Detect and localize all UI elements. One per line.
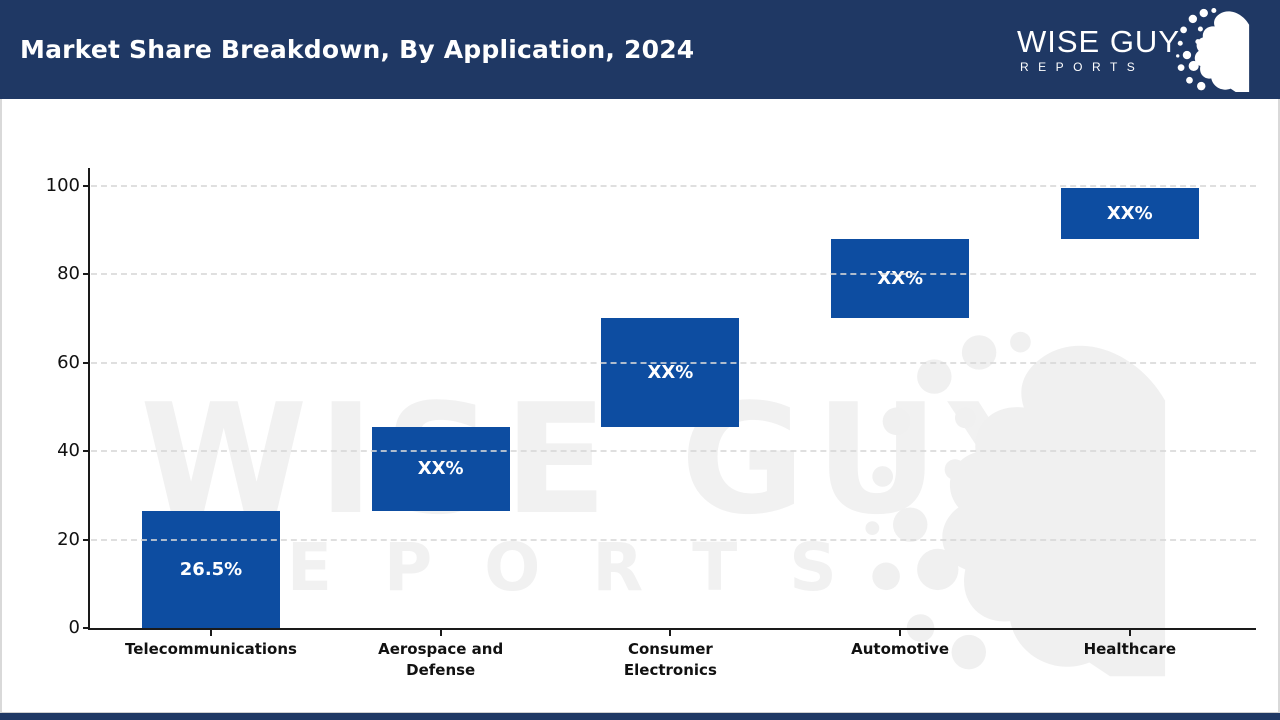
bar-aerospace-and-defense: XX% — [371, 426, 510, 511]
gridline-60 — [91, 361, 1256, 364]
y-tick-100 — [83, 184, 90, 187]
wise-guy-reports-logo: WISE GUY REPORTS — [1017, 7, 1252, 92]
y-tick-label-80: 80 — [57, 263, 80, 284]
watermark-subtitle: REPORTS — [184, 529, 889, 606]
y-tick-label-20: 20 — [57, 528, 80, 550]
logo-subtitle: REPORTS — [1019, 60, 1145, 74]
bar-automotive: XX% — [831, 238, 970, 319]
footer-bar — [0, 713, 1280, 720]
x-tick-4 — [1128, 630, 1131, 636]
y-tick-0 — [83, 627, 90, 629]
bar-telecommunications: 26.5% — [142, 510, 280, 628]
bar-value-label: XX% — [417, 458, 464, 480]
logo-wordmark: WISE GUY — [1016, 24, 1180, 59]
bar-consumer-electronics: XX% — [601, 318, 740, 427]
x-category-label-0: Telecommunications — [125, 640, 297, 658]
bar-value-label: XX% — [877, 267, 923, 289]
x-tick-0 — [210, 630, 212, 636]
x-category-label-4: Healthcare — [1083, 640, 1177, 658]
y-tick-label-40: 40 — [57, 440, 80, 461]
x-category-label-1: Aerospace and Defense — [378, 640, 504, 679]
x-category-label-3: Automotive — [851, 640, 950, 658]
gridline-20 — [91, 538, 1256, 541]
page-title: Market Share Breakdown, By Application, … — [20, 35, 695, 64]
y-tick-40 — [83, 450, 90, 452]
x-axis — [88, 628, 1256, 630]
y-tick-label-0: 0 — [68, 617, 80, 638]
y-tick-label-100: 100 — [45, 174, 80, 196]
bar-value-label: XX% — [1106, 202, 1153, 224]
x-tick-2 — [669, 630, 672, 636]
y-tick-label-60: 60 — [57, 351, 80, 373]
title-bar: Market Share Breakdown, By Application, … — [0, 0, 1280, 99]
gridline-80 — [91, 273, 1256, 275]
y-tick-80 — [83, 273, 90, 275]
bar-healthcare: XX% — [1060, 187, 1199, 239]
y-tick-20 — [83, 538, 90, 541]
logo-text: WISE GUY REPORTS — [1017, 26, 1180, 73]
bar-value-label: XX% — [647, 361, 694, 383]
x-tick-1 — [439, 630, 442, 636]
x-category-label-2: Consumer Electronics — [623, 640, 717, 679]
y-axis — [88, 168, 90, 630]
gridline-40 — [91, 450, 1256, 452]
x-tick-3 — [899, 630, 902, 636]
bar-value-label: 26.5% — [179, 558, 243, 580]
gridline-100 — [91, 184, 1256, 187]
y-tick-60 — [83, 361, 90, 364]
